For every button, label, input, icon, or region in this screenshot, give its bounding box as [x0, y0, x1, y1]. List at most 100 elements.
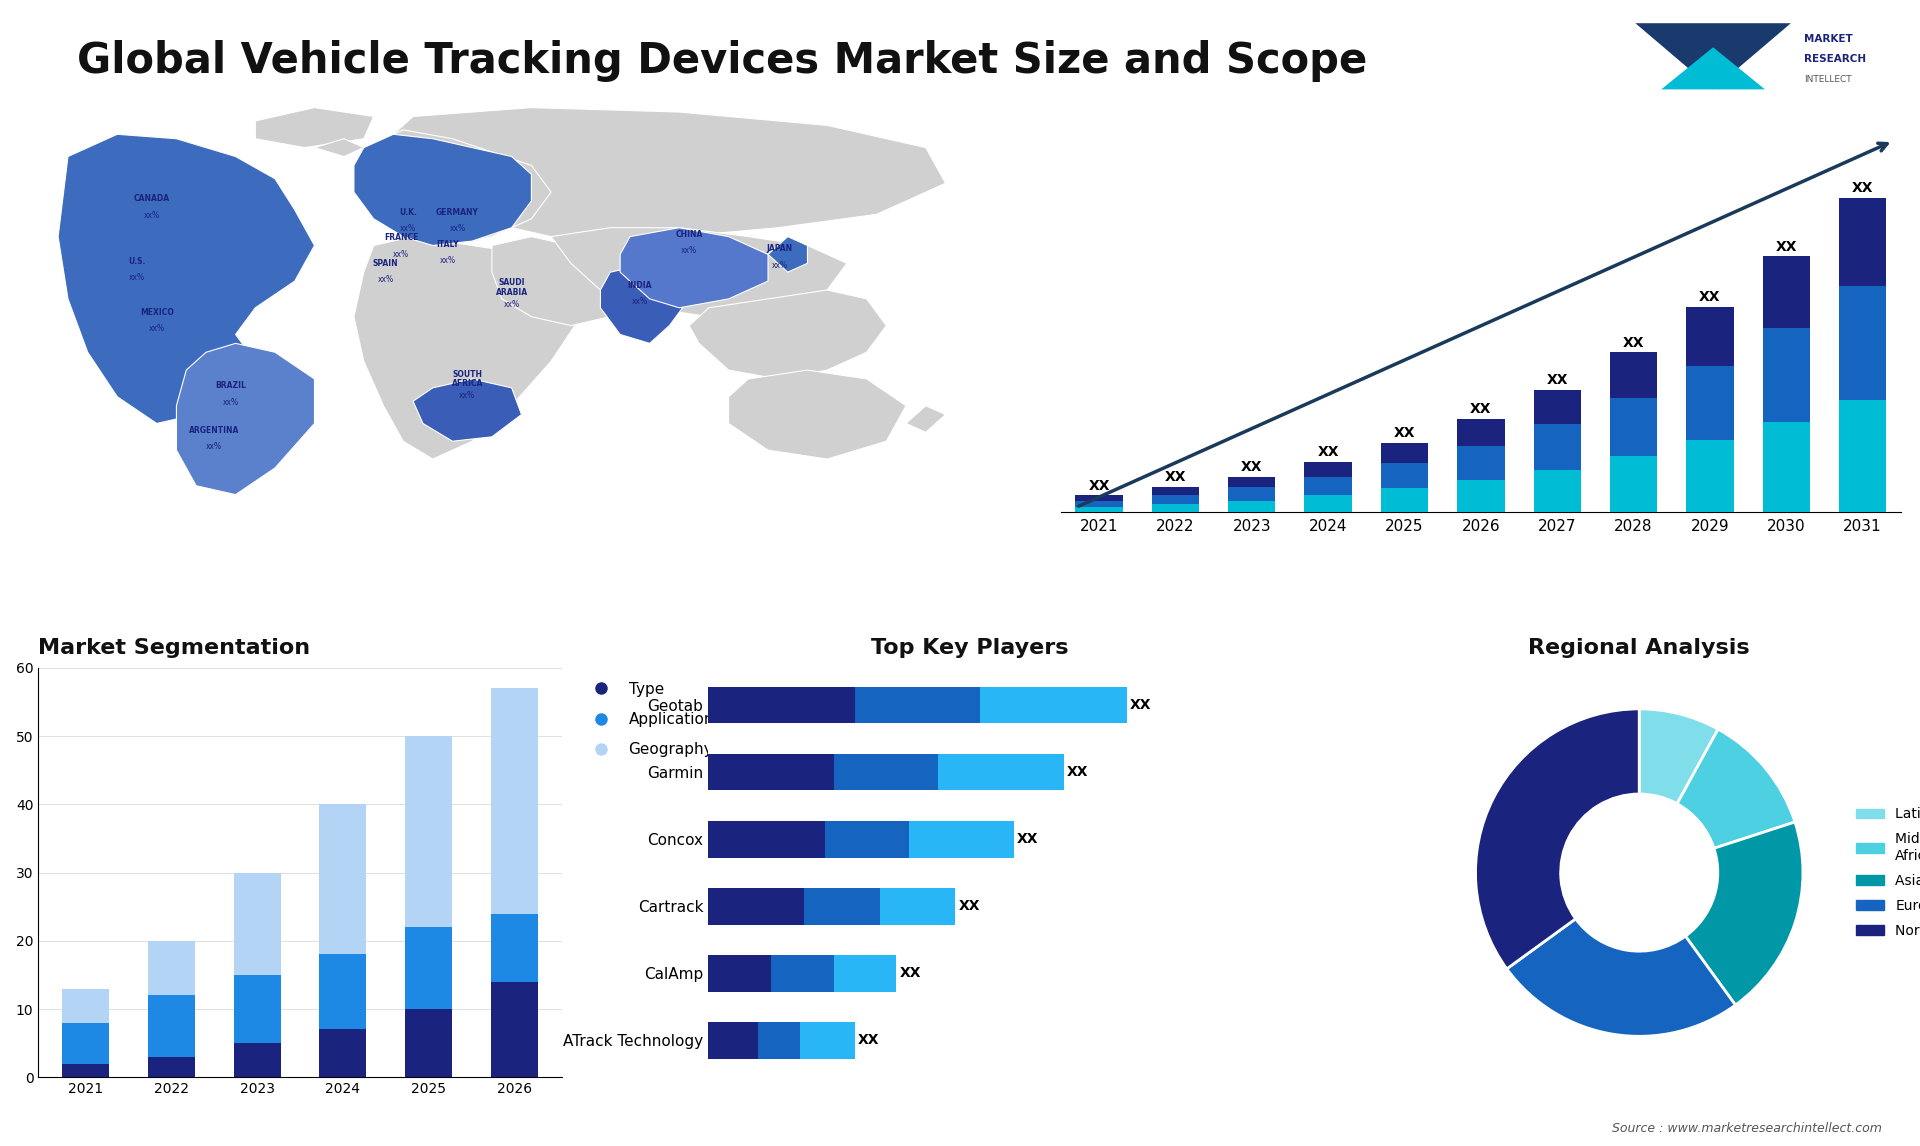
Bar	[1686, 307, 1734, 366]
Text: xx%: xx%	[449, 225, 465, 233]
Bar	[61, 1063, 109, 1077]
Bar	[1457, 419, 1505, 446]
Text: XX: XX	[1546, 374, 1569, 387]
Bar	[319, 955, 367, 1029]
Bar	[833, 754, 939, 791]
Bar	[804, 888, 879, 925]
Bar	[1609, 352, 1657, 398]
Legend: Type, Application, Geography: Type, Application, Geography	[580, 676, 720, 763]
Bar	[148, 996, 196, 1057]
Text: MARKET: MARKET	[1803, 34, 1853, 44]
Text: INDIA: INDIA	[628, 281, 653, 290]
Text: Market Segmentation: Market Segmentation	[38, 638, 311, 658]
Text: xx%: xx%	[223, 398, 238, 407]
Text: XX: XX	[1165, 470, 1187, 484]
Polygon shape	[394, 108, 945, 245]
Text: XX: XX	[1776, 240, 1797, 253]
Bar	[1229, 487, 1275, 501]
Text: xx%: xx%	[682, 246, 697, 256]
Bar	[1686, 366, 1734, 440]
Text: XX: XX	[1018, 832, 1039, 846]
Polygon shape	[1661, 47, 1764, 89]
Bar	[708, 888, 804, 925]
Bar	[492, 982, 538, 1077]
Text: CHINA: CHINA	[676, 230, 703, 238]
Bar	[1534, 470, 1580, 512]
Bar	[1152, 495, 1200, 504]
Bar	[1763, 328, 1811, 422]
Polygon shape	[1636, 23, 1791, 89]
Bar	[1229, 477, 1275, 487]
Bar	[61, 1022, 109, 1063]
Text: xx%: xx%	[394, 250, 409, 259]
Bar	[61, 989, 109, 1022]
Legend: Latin America, Middle East &
Africa, Asia Pacific, Europe, North America: Latin America, Middle East & Africa, Asi…	[1851, 802, 1920, 943]
Text: xx%: xx%	[772, 260, 787, 269]
Bar	[1609, 456, 1657, 512]
Text: XX: XX	[900, 966, 922, 980]
Text: ITALY: ITALY	[436, 240, 459, 249]
Bar	[405, 927, 451, 1008]
Text: U.S.: U.S.	[129, 257, 146, 266]
Bar	[148, 941, 196, 996]
Polygon shape	[353, 129, 551, 245]
Text: ARGENTINA: ARGENTINA	[188, 425, 240, 434]
Wedge shape	[1507, 919, 1736, 1036]
Bar	[234, 975, 280, 1043]
Text: xx%: xx%	[148, 324, 165, 333]
Bar	[770, 955, 833, 991]
Bar	[405, 1008, 451, 1077]
Text: XX: XX	[1089, 479, 1110, 493]
Bar	[1304, 462, 1352, 477]
Text: XX: XX	[1394, 426, 1415, 440]
Text: Source : www.marketresearchintellect.com: Source : www.marketresearchintellect.com	[1611, 1122, 1882, 1135]
Text: XX: XX	[1068, 766, 1089, 779]
Bar	[1839, 285, 1885, 400]
Wedge shape	[1676, 729, 1795, 848]
Bar	[319, 804, 367, 955]
Text: Global Vehicle Tracking Devices Market Size and Scope: Global Vehicle Tracking Devices Market S…	[77, 40, 1367, 83]
Text: RESEARCH: RESEARCH	[1803, 54, 1866, 64]
Bar	[1152, 487, 1200, 495]
Text: xx%: xx%	[129, 273, 146, 282]
Text: XX: XX	[1317, 445, 1338, 460]
Polygon shape	[413, 379, 522, 441]
Bar	[1457, 480, 1505, 512]
Wedge shape	[1686, 822, 1803, 1005]
Bar	[1763, 257, 1811, 328]
Bar	[826, 821, 908, 857]
Polygon shape	[601, 264, 689, 344]
Text: xx%: xx%	[399, 225, 417, 233]
Polygon shape	[906, 406, 945, 432]
Text: XX: XX	[1622, 336, 1644, 350]
Text: xx%: xx%	[440, 256, 455, 265]
Polygon shape	[492, 236, 630, 325]
Text: GERMANY: GERMANY	[436, 207, 478, 217]
Text: JAPAN: JAPAN	[766, 244, 793, 253]
Text: SPAIN: SPAIN	[372, 259, 397, 268]
Bar	[1457, 446, 1505, 480]
Polygon shape	[58, 134, 315, 424]
Bar	[1686, 440, 1734, 512]
Bar	[1304, 477, 1352, 495]
Text: U.K.: U.K.	[399, 207, 417, 217]
Polygon shape	[768, 236, 808, 273]
Wedge shape	[1640, 709, 1718, 803]
Text: BRAZIL: BRAZIL	[215, 382, 246, 390]
Bar	[854, 686, 979, 723]
Polygon shape	[315, 139, 363, 157]
Polygon shape	[551, 228, 847, 316]
Bar	[492, 913, 538, 982]
Bar	[708, 821, 826, 857]
Bar	[1534, 424, 1580, 470]
Text: xx%: xx%	[144, 211, 159, 220]
Text: xx%: xx%	[378, 275, 394, 284]
Bar	[234, 872, 280, 975]
Bar	[1839, 197, 1885, 285]
Polygon shape	[177, 344, 315, 495]
Bar	[801, 1022, 854, 1059]
Text: MEXICO: MEXICO	[140, 308, 173, 316]
Bar	[1075, 507, 1123, 512]
Bar	[708, 955, 770, 991]
Bar	[1229, 501, 1275, 512]
